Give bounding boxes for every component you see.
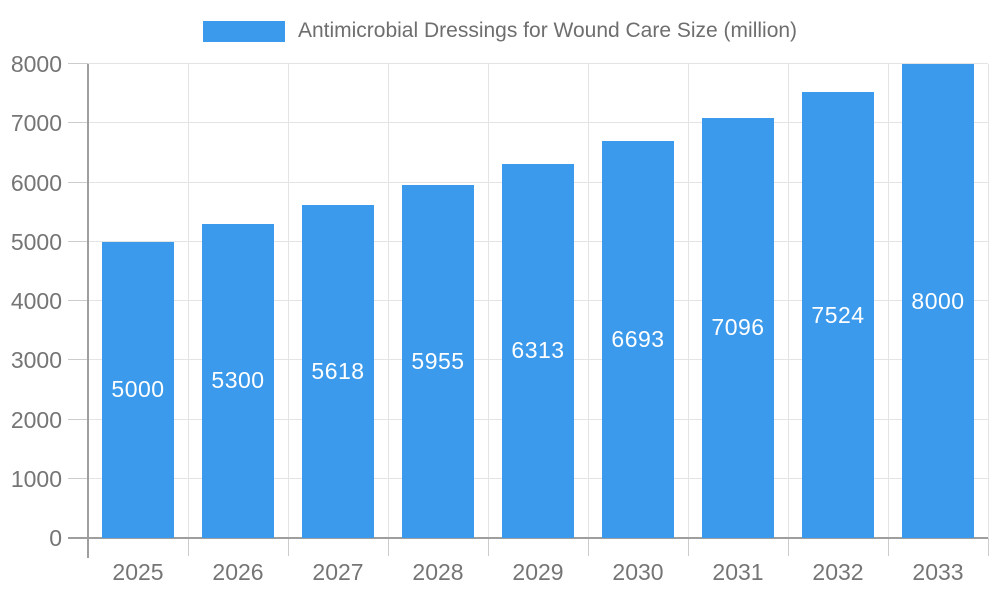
h-gridline [88,122,988,124]
bar-2027[interactable]: 5618 [302,205,374,538]
x-axis-tick [788,538,789,556]
y-axis-tick [68,63,88,64]
x-axis-tick-label: 2030 [612,559,664,585]
v-gridline [288,64,289,538]
x-axis-tick-label: 2029 [512,559,564,585]
bar-2032[interactable]: 7524 [802,92,874,538]
y-axis-tick [68,122,88,124]
v-gridline [588,64,589,538]
v-gridline [688,64,689,538]
x-axis-tick [988,538,989,556]
legend[interactable]: Antimicrobial Dressings for Wound Care S… [0,19,1000,43]
legend-label: Antimicrobial Dressings for Wound Care S… [297,19,798,42]
bar-value-label: 6693 [611,326,665,353]
bar-value-label: 5000 [111,376,165,403]
bar-value-label: 5618 [311,358,365,385]
x-axis-tick [288,538,289,556]
x-axis-tick [588,538,589,556]
v-gridline [988,64,989,538]
bar-value-label: 7096 [711,314,765,341]
bar-value-label: 5955 [411,348,465,375]
y-axis-tick [68,300,88,301]
bar-2031[interactable]: 7096 [702,117,774,538]
bar-2026[interactable]: 5300 [202,223,274,538]
y-axis-tick-label: 7000 [10,110,62,137]
y-axis-tick-label: 3000 [10,347,62,374]
x-axis-tick-label: 2032 [812,559,864,585]
y-axis-tick-label: 0 [49,525,62,551]
x-axis-tick-label: 2027 [312,559,364,585]
y-axis-tick-label: 8000 [10,51,62,77]
v-gridline [788,64,789,538]
v-gridline [488,64,489,538]
x-axis-tick [488,538,489,556]
y-axis-tick-label: 5000 [10,228,62,255]
x-axis-tick-label: 2028 [412,559,464,585]
bar-value-label: 6313 [511,337,565,364]
y-axis-tick-label: 6000 [10,169,62,196]
x-axis-tick-label: 2025 [112,559,164,585]
y-axis-tick [68,240,88,242]
y-axis-line [87,64,89,558]
bar-2025[interactable]: 5000 [102,241,174,538]
bar-value-label: 8000 [911,287,965,314]
bar-2030[interactable]: 6693 [602,141,674,538]
v-gridline [388,64,389,538]
bar-2028[interactable]: 5955 [402,185,474,538]
y-axis-tick [68,181,88,183]
v-gridline [188,64,189,538]
x-axis-tick [388,538,389,556]
bar-2033[interactable]: 8000 [902,64,974,538]
x-axis-tick-label: 2033 [912,559,964,585]
x-axis-tick [888,538,889,556]
x-axis-tick [188,538,189,556]
x-axis-line [68,537,988,539]
y-axis-tick [68,359,88,361]
v-gridline [888,64,889,538]
y-axis-tick-label: 2000 [10,406,62,433]
y-axis-tick-label: 1000 [10,465,62,492]
y-axis-tick [68,477,88,479]
h-gridline [88,63,988,64]
x-axis-tick-label: 2026 [212,559,264,585]
y-axis-tick [68,418,88,420]
x-axis-tick-label: 2031 [712,559,764,585]
x-axis-tick [688,538,689,556]
bar-value-label: 7524 [811,301,865,328]
bar-value-label: 5300 [211,367,265,394]
legend-swatch [202,20,285,42]
bar-2029[interactable]: 6313 [502,163,574,538]
y-axis-tick-label: 4000 [10,288,62,314]
